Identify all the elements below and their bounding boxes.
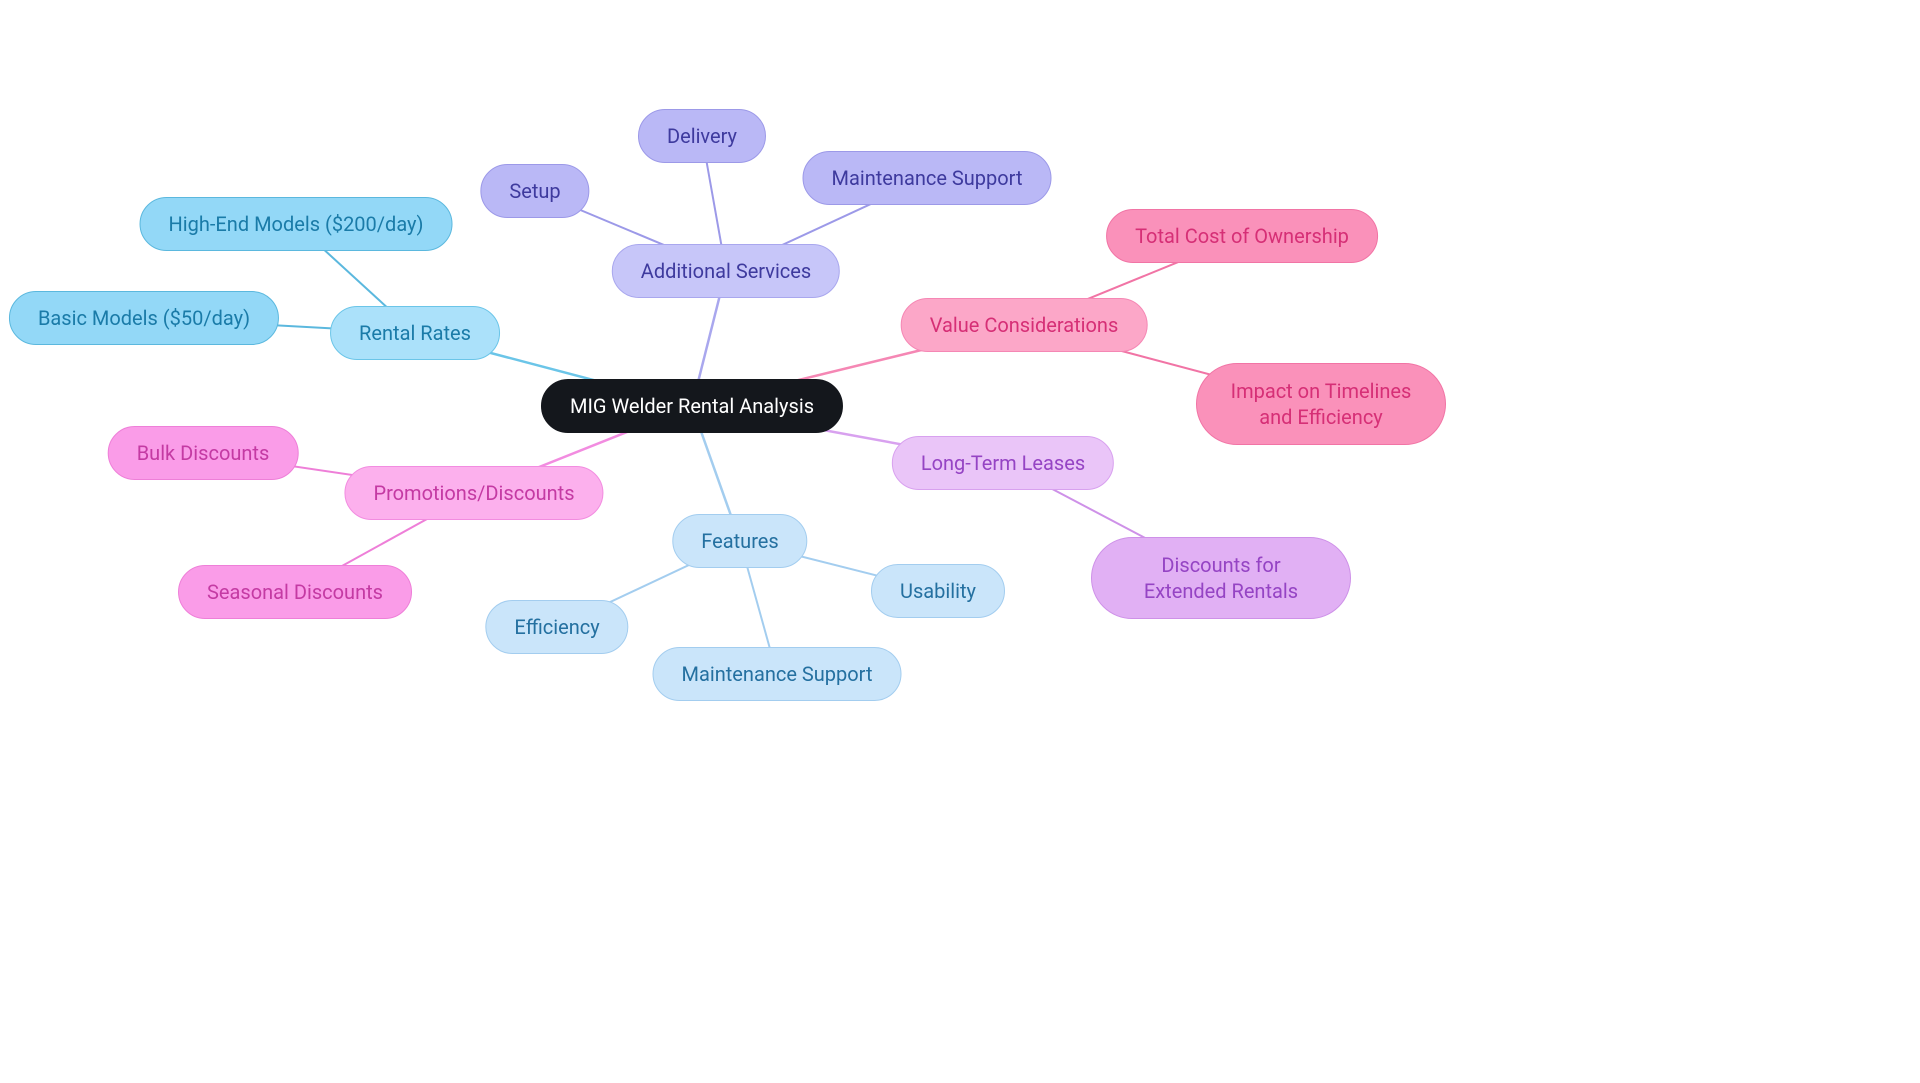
- node-promo_bulk: Bulk Discounts: [108, 426, 299, 480]
- node-value_tco: Total Cost of Ownership: [1106, 209, 1378, 263]
- node-label: Usability: [900, 579, 976, 603]
- node-label: High-End Models ($200/day): [169, 212, 424, 236]
- node-label: Impact on Timelines and Efficiency: [1231, 379, 1412, 429]
- node-label: MIG Welder Rental Analysis: [570, 394, 814, 418]
- node-addl_setup: Setup: [480, 164, 589, 218]
- node-long_disc: Discounts for Extended Rentals: [1091, 537, 1351, 619]
- node-label: Additional Services: [641, 259, 811, 283]
- node-value: Value Considerations: [901, 298, 1148, 352]
- node-label: Maintenance Support: [832, 166, 1023, 190]
- node-label: Bulk Discounts: [137, 441, 270, 465]
- node-feat_maint: Maintenance Support: [653, 647, 902, 701]
- node-label: Basic Models ($50/day): [38, 306, 250, 330]
- node-label: Long-Term Leases: [921, 451, 1085, 475]
- node-rental: Rental Rates: [330, 306, 500, 360]
- node-center: MIG Welder Rental Analysis: [541, 379, 843, 433]
- node-feat_usa: Usability: [871, 564, 1005, 618]
- node-promo: Promotions/Discounts: [344, 466, 603, 520]
- node-label: Total Cost of Ownership: [1135, 224, 1349, 248]
- node-feat_eff: Efficiency: [485, 600, 628, 654]
- node-value_impact: Impact on Timelines and Efficiency: [1196, 363, 1446, 445]
- node-label: Discounts for Extended Rentals: [1144, 553, 1298, 603]
- node-long: Long-Term Leases: [892, 436, 1114, 490]
- node-addl_delivery: Delivery: [638, 109, 766, 163]
- node-promo_seasonal: Seasonal Discounts: [178, 565, 412, 619]
- node-label: Features: [701, 529, 778, 553]
- node-addl: Additional Services: [612, 244, 840, 298]
- node-rental_high: High-End Models ($200/day): [140, 197, 453, 251]
- node-label: Seasonal Discounts: [207, 580, 383, 604]
- node-label: Setup: [509, 179, 560, 203]
- node-label: Efficiency: [514, 615, 599, 639]
- node-label: Rental Rates: [359, 321, 471, 345]
- node-label: Promotions/Discounts: [373, 481, 574, 505]
- node-label: Delivery: [667, 124, 737, 148]
- node-label: Value Considerations: [930, 313, 1119, 337]
- node-features: Features: [672, 514, 807, 568]
- node-label: Maintenance Support: [682, 662, 873, 686]
- node-rental_basic: Basic Models ($50/day): [9, 291, 279, 345]
- node-addl_maint: Maintenance Support: [803, 151, 1052, 205]
